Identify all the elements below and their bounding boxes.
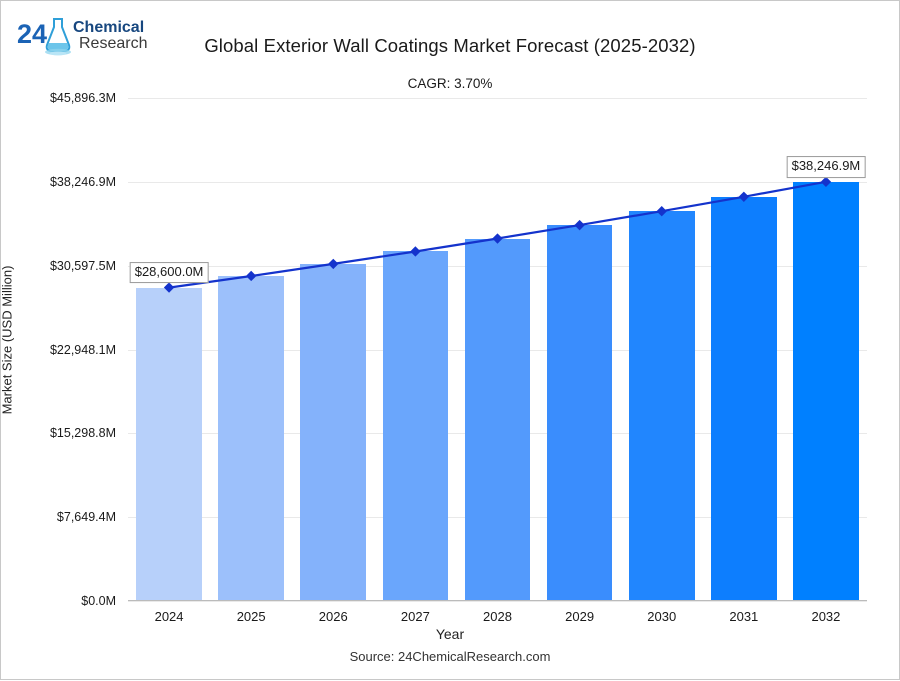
value-callout-2032: $38,246.9M <box>786 155 866 178</box>
brand-logo: 24 Chemical Research <box>17 13 167 57</box>
x-axis-line <box>128 600 867 601</box>
logo-icon: 24 Chemical Research <box>17 18 147 56</box>
gridline <box>128 98 867 99</box>
x-axis-tick-label: 2027 <box>400 609 430 624</box>
x-axis-tick-label: 2031 <box>729 609 759 624</box>
svg-text:Chemical: Chemical <box>73 19 144 36</box>
y-axis-tick-label: $15,298.8M <box>49 426 116 441</box>
x-axis-tick-label: 2024 <box>154 609 184 624</box>
x-axis-tick-label: 2032 <box>811 609 841 624</box>
bar-2025[interactable] <box>218 275 284 601</box>
gridline <box>128 181 867 183</box>
bar-2024[interactable] <box>136 287 202 601</box>
x-axis-tick-label: 2026 <box>318 609 348 624</box>
y-axis-tick-label: $22,948.1M <box>49 342 116 357</box>
x-axis-tick-label: 2025 <box>236 609 266 624</box>
chart-subtitle-cagr: CAGR: 3.70% <box>407 76 493 91</box>
gridline <box>128 601 867 602</box>
y-axis-tick-label: $38,246.9M <box>49 174 116 189</box>
plot-area <box>128 98 867 602</box>
bar-2031[interactable] <box>710 196 777 601</box>
bar-2032[interactable] <box>793 181 859 601</box>
source-note: Source: 24ChemicalResearch.com <box>349 649 551 664</box>
bar-2028[interactable] <box>464 238 531 601</box>
value-callout-2024: $28,600.0M <box>129 261 209 284</box>
y-axis-tick-label: $30,597.5M <box>49 258 116 273</box>
bar-2029[interactable] <box>546 225 613 601</box>
svg-text:24: 24 <box>17 19 47 49</box>
y-axis-title: Market Size (USD Million) <box>0 265 15 415</box>
svg-text:Research: Research <box>79 35 147 52</box>
y-axis-tick-label: $0.0M <box>81 594 116 608</box>
x-axis-tick-label: 2028 <box>483 609 512 624</box>
bar-2030[interactable] <box>628 211 695 601</box>
y-axis-tick-label: $45,896.3M <box>49 91 116 105</box>
x-axis-title: Year <box>435 626 465 642</box>
bar-2026[interactable] <box>300 263 367 601</box>
x-axis-tick-label: 2029 <box>565 609 595 624</box>
chart-title: Global Exterior Wall Coatings Market For… <box>204 35 696 56</box>
x-axis-tick-label: 2030 <box>647 609 677 624</box>
bar-2027[interactable] <box>382 251 449 601</box>
y-axis-tick-label: $7,649.4M <box>56 510 116 525</box>
